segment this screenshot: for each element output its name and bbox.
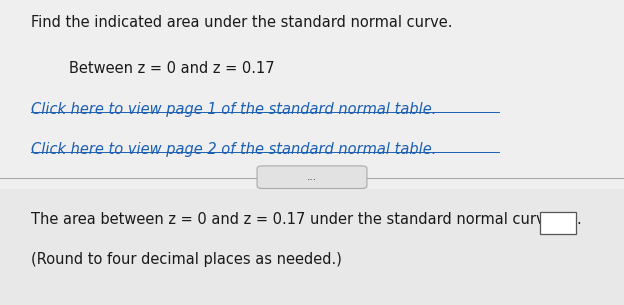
Text: Between z = 0 and z = 0.17: Between z = 0 and z = 0.17 — [69, 61, 275, 76]
Text: (Round to four decimal places as needed.): (Round to four decimal places as needed.… — [31, 252, 342, 267]
Text: The area between z = 0 and z = 0.17 under the standard normal curve is: The area between z = 0 and z = 0.17 unde… — [31, 212, 570, 227]
Text: Click here to view page 1 of the standard normal table.: Click here to view page 1 of the standar… — [31, 102, 437, 117]
FancyBboxPatch shape — [540, 212, 576, 234]
Text: ...: ... — [307, 172, 317, 182]
Text: Find the indicated area under the standard normal curve.: Find the indicated area under the standa… — [31, 15, 452, 30]
Text: Click here to view page 2 of the standard normal table.: Click here to view page 2 of the standar… — [31, 142, 437, 157]
FancyBboxPatch shape — [0, 0, 624, 189]
FancyBboxPatch shape — [257, 166, 367, 188]
FancyBboxPatch shape — [0, 189, 624, 305]
Text: .: . — [576, 212, 581, 227]
